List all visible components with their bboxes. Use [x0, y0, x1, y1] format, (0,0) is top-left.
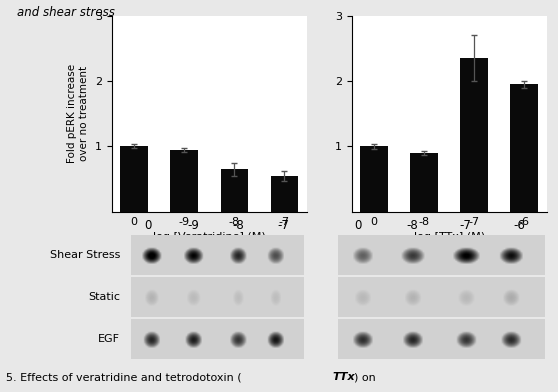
- X-axis label: log [Veratridine] (M): log [Veratridine] (M): [153, 232, 266, 242]
- Bar: [360, 146, 388, 212]
- X-axis label: log [TTx] (M): log [TTx] (M): [413, 232, 485, 242]
- Bar: [121, 146, 148, 212]
- Text: -6: -6: [513, 219, 525, 232]
- Bar: [271, 176, 298, 212]
- Text: 0: 0: [354, 219, 362, 232]
- Text: -7: -7: [460, 219, 472, 232]
- Bar: [411, 153, 438, 212]
- Text: -8: -8: [233, 219, 244, 232]
- Text: 0: 0: [145, 219, 152, 232]
- Bar: [511, 84, 538, 212]
- Text: Static: Static: [88, 292, 120, 302]
- Bar: [220, 169, 248, 212]
- Text: ) on: ) on: [354, 372, 376, 382]
- Text: -8: -8: [406, 219, 418, 232]
- Y-axis label: Fold pERK increase
over no treatment: Fold pERK increase over no treatment: [67, 64, 89, 163]
- Text: TTx: TTx: [332, 372, 355, 382]
- Text: EGF: EGF: [98, 334, 120, 344]
- Text: and shear stress: and shear stress: [17, 6, 114, 19]
- Text: Shear Stress: Shear Stress: [50, 250, 120, 260]
- Text: -7: -7: [277, 219, 289, 232]
- Bar: [171, 150, 198, 212]
- Text: 5. Effects of veratridine and tetrodotoxin (: 5. Effects of veratridine and tetrodotox…: [6, 372, 241, 382]
- Text: -9: -9: [187, 219, 199, 232]
- Bar: [460, 58, 488, 212]
